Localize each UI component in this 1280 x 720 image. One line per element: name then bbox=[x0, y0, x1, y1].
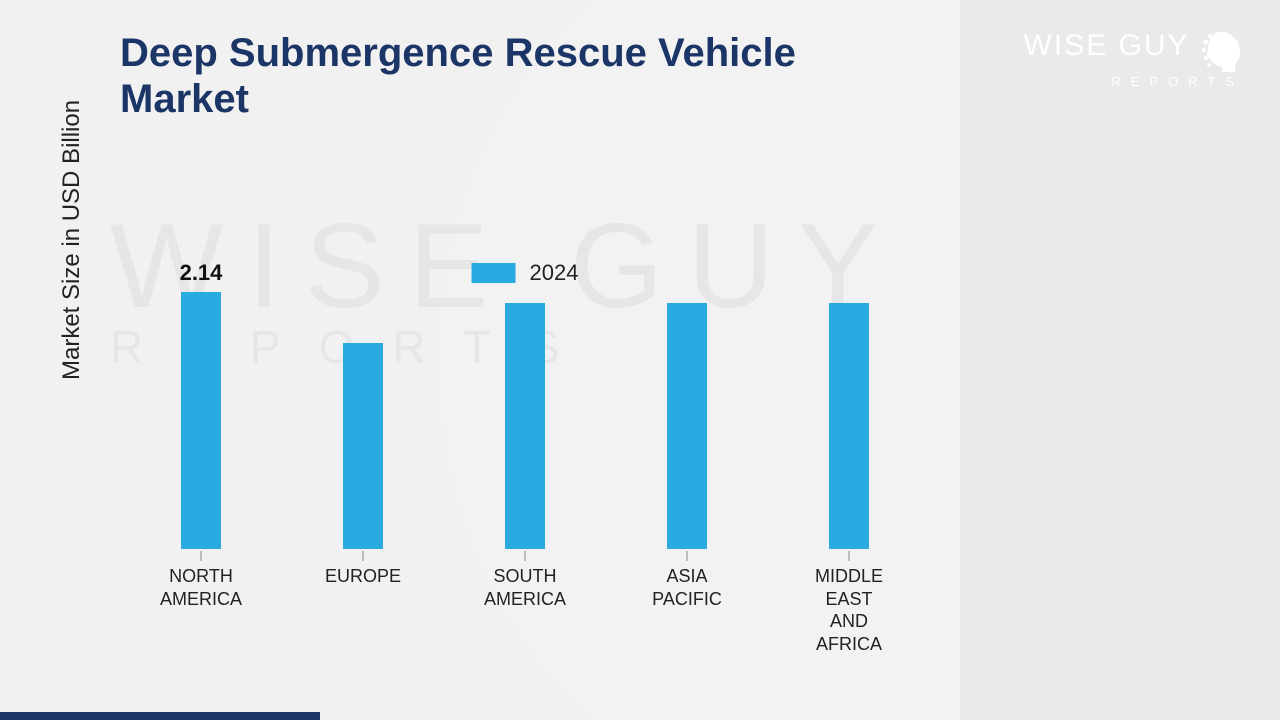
bar bbox=[667, 303, 707, 549]
x-axis-label: NORTHAMERICA bbox=[120, 565, 282, 610]
brand-name-line2: REPORTS bbox=[996, 74, 1246, 89]
bar bbox=[829, 303, 869, 549]
brand-name-line1: WISE GUY bbox=[1024, 29, 1190, 62]
brand-head-icon bbox=[1200, 28, 1246, 74]
page-title: Deep Submergence Rescue Vehicle Market bbox=[120, 30, 840, 122]
brand-logo: WISE GUY REPORTS bbox=[996, 28, 1246, 89]
bar bbox=[343, 343, 383, 549]
x-axis-label: ASIAPACIFIC bbox=[606, 565, 768, 610]
x-axis-label: EUROPE bbox=[282, 565, 444, 588]
footer-accent-bar bbox=[0, 712, 320, 720]
x-axis-label: MIDDLEEASTANDAFRICA bbox=[768, 565, 930, 655]
bar-value-label: 2.14 bbox=[180, 260, 223, 286]
bar-chart: 2024 2.14NORTHAMERICAEUROPESOUTHAMERICAA… bbox=[120, 170, 930, 670]
chart-plot-area: 2.14NORTHAMERICAEUROPESOUTHAMERICAASIAPA… bbox=[120, 250, 930, 550]
y-axis-label: Market Size in USD Billion bbox=[58, 100, 86, 380]
sidebar-panel bbox=[960, 0, 1280, 720]
bar: 2.14 bbox=[181, 292, 221, 549]
bar bbox=[505, 303, 545, 549]
x-axis-label: SOUTHAMERICA bbox=[444, 565, 606, 610]
